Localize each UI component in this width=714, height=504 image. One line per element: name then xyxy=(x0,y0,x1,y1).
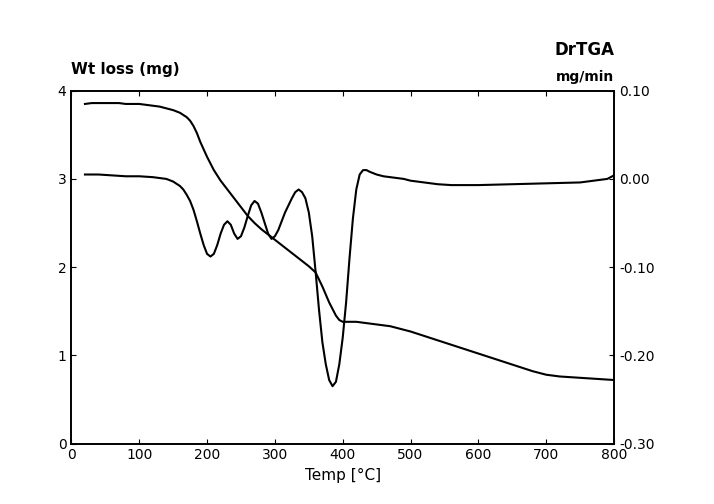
Text: DrTGA: DrTGA xyxy=(554,41,614,59)
Text: mg/min: mg/min xyxy=(555,70,614,84)
Text: Wt loss (mg): Wt loss (mg) xyxy=(71,61,180,77)
X-axis label: Temp [°C]: Temp [°C] xyxy=(305,468,381,483)
